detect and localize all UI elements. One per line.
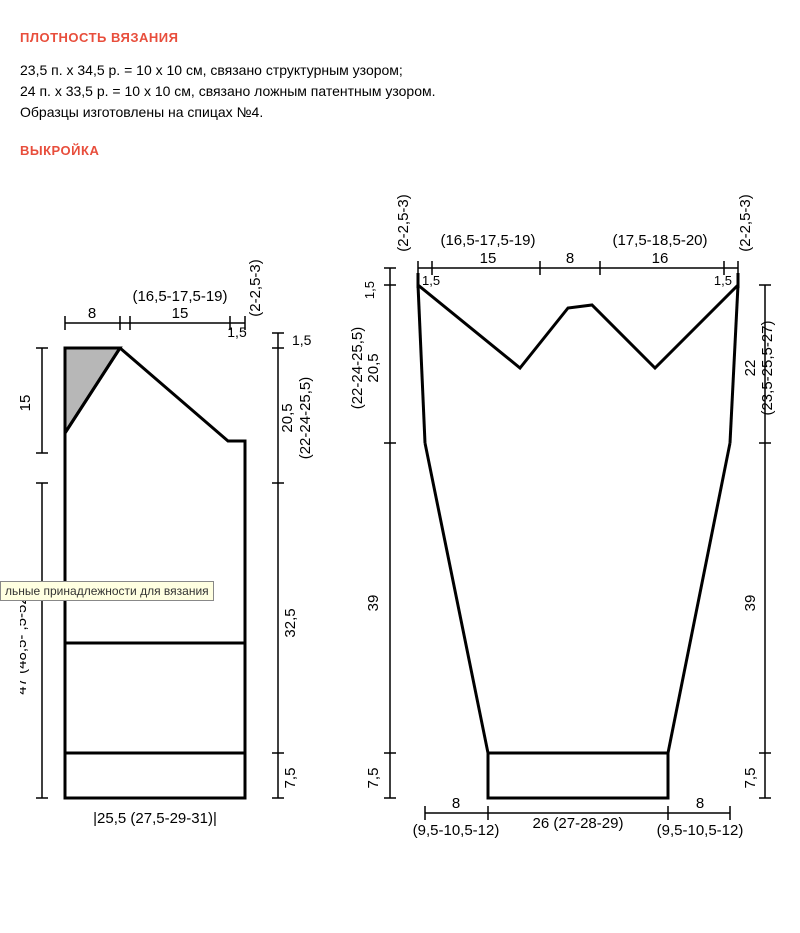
r-top-15: 15 xyxy=(480,250,497,267)
r-b-la: (9,5-10,5-12) xyxy=(413,822,500,839)
r-top-16: 16 xyxy=(652,250,669,267)
r-r-7p5: 7,5 xyxy=(742,768,759,789)
l-top-group: (16,5-17,5-19) xyxy=(132,288,227,305)
r-r-22: 22 xyxy=(742,360,759,377)
pattern-svg: 8 (16,5-17,5-19) 15 1,5 (2-2,5-3) 1,5 20… xyxy=(20,173,780,873)
r-top-1p5r: 1,5 xyxy=(714,273,732,288)
l-r-1p5: 1,5 xyxy=(292,332,312,348)
l-top-8: 8 xyxy=(88,305,96,322)
r-top-rotr: (2-2,5-3) xyxy=(737,194,754,252)
r-r-23p5: (23,5-25,5-27) xyxy=(759,320,776,415)
l-bottom: |25,5 (27,5-29-31)| xyxy=(93,810,217,827)
r-l-7p5: 7,5 xyxy=(365,768,382,789)
r-b-ra: (9,5-10,5-12) xyxy=(657,822,744,839)
l-r-7p5: 7,5 xyxy=(282,768,299,789)
l-r-22-24: (22-24-25,5) xyxy=(297,377,314,460)
density-text: 23,5 п. x 34,5 р. = 10 x 10 см, связано … xyxy=(20,60,780,123)
r-l-22-24: (22-24-25,5) xyxy=(349,327,366,410)
r-b-mid: 26 (27-28-29) xyxy=(533,815,624,832)
r-top-la: (16,5-17,5-19) xyxy=(440,232,535,249)
r-l-20p5: 20,5 xyxy=(365,353,382,382)
l-r-20p5: 20,5 xyxy=(279,403,296,432)
right-piece: 1,5 (16,5-17,5-19) 15 8 (17,5-18,5-20) 1… xyxy=(349,194,776,839)
line2: 24 п. x 33,5 р. = 10 x 10 см, связано ло… xyxy=(20,83,436,99)
r-top-8: 8 xyxy=(566,250,574,267)
tooltip: льные принадлежности для вязания xyxy=(0,581,214,601)
l-r-32p5: 32,5 xyxy=(282,608,299,637)
l-top-1p5: 1,5 xyxy=(227,324,247,340)
line3: Образцы изготовлены на спицах №4. xyxy=(20,104,263,120)
left-piece: 8 (16,5-17,5-19) 15 1,5 (2-2,5-3) 1,5 20… xyxy=(20,259,314,827)
l-top-rot: (2-2,5-3) xyxy=(247,259,264,317)
l-top-15: 15 xyxy=(172,305,189,322)
r-b-8l: 8 xyxy=(452,795,460,812)
r-r-39: 39 xyxy=(742,595,759,612)
l-left-47: 47 (48,5- ,5-52) xyxy=(20,591,30,694)
line1: 23,5 п. x 34,5 р. = 10 x 10 см, связано … xyxy=(20,62,403,78)
pattern-diagram: 8 (16,5-17,5-19) 15 1,5 (2-2,5-3) 1,5 20… xyxy=(20,173,780,878)
r-l-1p5: 1,5 xyxy=(362,281,377,299)
r-top-ra: (17,5-18,5-20) xyxy=(612,232,707,249)
r-b-8r: 8 xyxy=(696,795,704,812)
l-left-15: 15 xyxy=(20,395,34,412)
heading-pattern: ВЫКРОЙКА xyxy=(20,143,780,158)
heading-density: ПЛОТНОСТЬ ВЯЗАНИЯ xyxy=(20,30,780,45)
r-l-39: 39 xyxy=(365,595,382,612)
r-top-1p5l: 1,5 xyxy=(422,273,440,288)
r-top-rotl: (2-2,5-3) xyxy=(395,194,412,252)
